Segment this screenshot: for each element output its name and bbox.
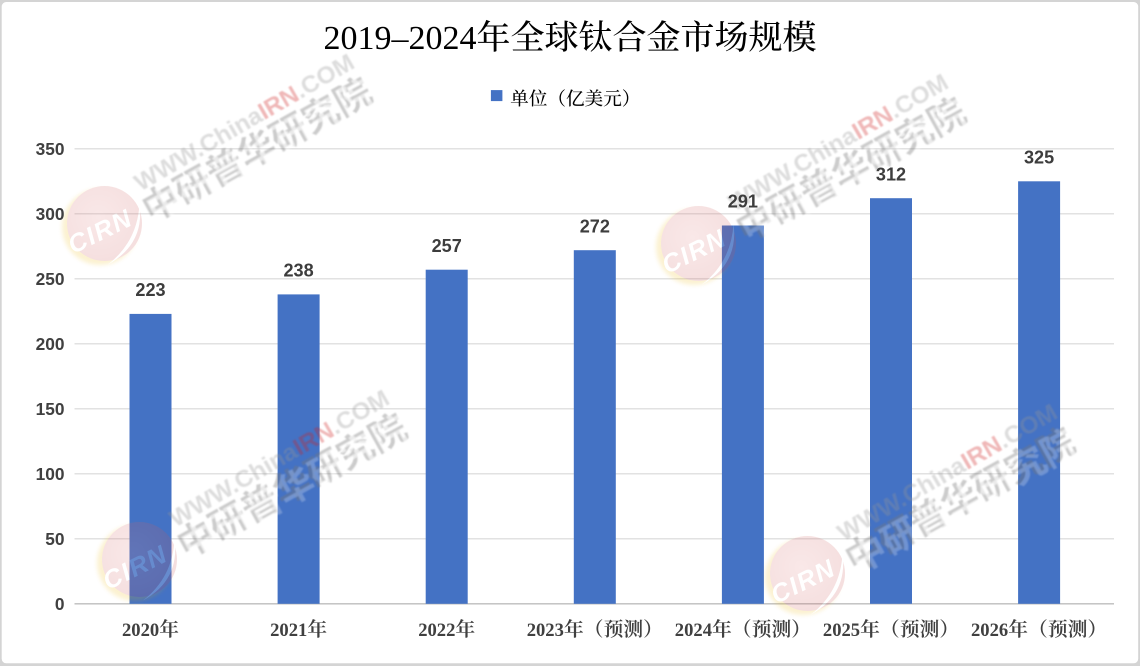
- svg-text:2026: 2026: [971, 620, 1008, 641]
- svg-text:257: 257: [432, 236, 462, 256]
- svg-text:2019–2024: 2019–2024: [324, 20, 477, 57]
- svg-text:2020: 2020: [122, 620, 159, 641]
- svg-text:0: 0: [55, 594, 65, 614]
- svg-text:200: 200: [36, 334, 65, 354]
- svg-text:150: 150: [36, 399, 65, 419]
- svg-text:2023: 2023: [527, 620, 564, 641]
- svg-text:2025: 2025: [823, 620, 860, 641]
- svg-text:291: 291: [728, 192, 758, 212]
- svg-text:250: 250: [36, 269, 65, 289]
- svg-text:223: 223: [135, 280, 165, 300]
- svg-text:50: 50: [45, 529, 64, 549]
- svg-text:2022: 2022: [418, 620, 455, 641]
- svg-text:300: 300: [36, 204, 65, 224]
- svg-text:325: 325: [1024, 147, 1054, 167]
- svg-text:2021: 2021: [270, 620, 307, 641]
- svg-text:2024: 2024: [675, 620, 712, 641]
- svg-text:312: 312: [876, 164, 906, 184]
- svg-text:100: 100: [36, 464, 65, 484]
- svg-text:238: 238: [283, 261, 313, 281]
- svg-text:350: 350: [36, 139, 65, 159]
- svg-text:272: 272: [580, 216, 610, 236]
